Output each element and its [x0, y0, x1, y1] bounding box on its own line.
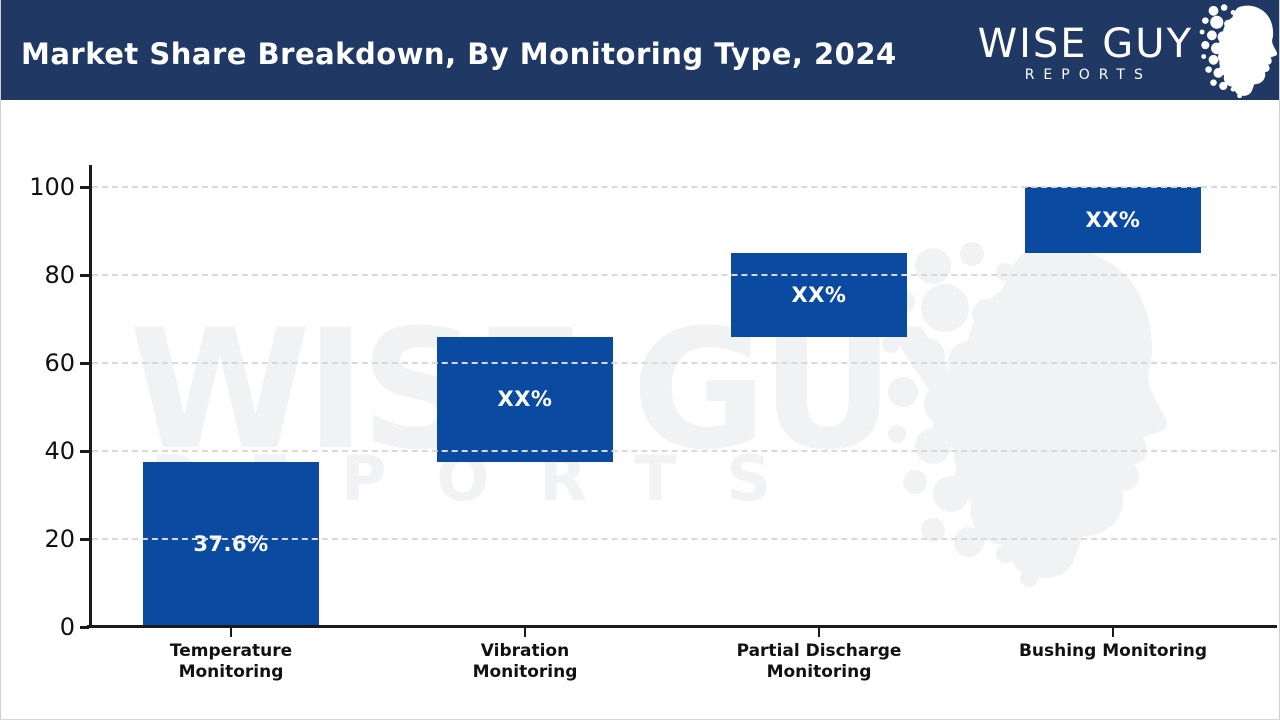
bar-value-label: XX% [497, 387, 553, 412]
bar-segment: XX% [1025, 187, 1201, 253]
y-tick-mark [80, 361, 89, 365]
category-label-line: Monitoring [766, 662, 872, 682]
y-tick-mark [80, 625, 89, 629]
dot-face-logo-icon [1197, 1, 1279, 99]
bar-segment: XX% [437, 336, 613, 462]
bar-value-label: XX% [791, 282, 847, 307]
category-label: Partial Discharge Monitoring [679, 641, 959, 683]
bar-value-label: 37.6% [193, 532, 269, 557]
bar-segment: 37.6% [143, 461, 319, 627]
y-tick-label: 40 [44, 437, 75, 465]
y-tick-label: 100 [29, 173, 75, 201]
category-label: Temperature Monitoring [91, 641, 371, 683]
y-axis-line [89, 165, 92, 628]
gridline [92, 450, 1277, 452]
y-tick-mark [80, 449, 89, 453]
x-tick-mark [817, 628, 821, 637]
category-label-line: Temperature [169, 641, 293, 661]
category-label-line: Vibration [480, 641, 570, 661]
category-label-line: Monitoring [178, 662, 284, 682]
category-label: Bushing Monitoring [973, 641, 1253, 662]
category-label-line: Bushing Monitoring [1018, 641, 1208, 661]
bar-segment: XX% [731, 253, 907, 337]
y-tick-label: 20 [44, 525, 75, 553]
category-label: Vibration Monitoring [385, 641, 665, 683]
logo-line2: REPORTS [1024, 66, 1152, 83]
y-tick-mark [80, 273, 89, 277]
y-tick-mark [80, 537, 89, 541]
category-label-line: Partial Discharge [736, 641, 902, 661]
gridline [92, 186, 1277, 188]
watermark-dot-face-icon [873, 230, 1173, 590]
category-label-line: Monitoring [472, 662, 578, 682]
y-tick-mark [80, 185, 89, 189]
bar-value-label: XX% [1085, 208, 1141, 232]
chart-canvas: WISE GUY REPORTS 0 20 40 60 80 100 37.6% XX% XX%… [1, 100, 1279, 719]
header-banner: Market Share Breakdown, By Monitoring Ty… [1, 0, 1280, 100]
x-tick-mark [1111, 628, 1115, 637]
x-tick-mark [229, 628, 233, 637]
logo-line1: WISE GUY [977, 20, 1193, 67]
x-axis-line [87, 625, 1277, 628]
y-tick-label: 80 [44, 261, 75, 289]
x-tick-mark [523, 628, 527, 637]
gridline [92, 538, 1277, 540]
gridline [92, 362, 1277, 364]
logo-wordmark: WISE GUY REPORTS [978, 18, 1193, 83]
y-tick-label: 60 [44, 349, 75, 377]
chart-title: Market Share Breakdown, By Monitoring Ty… [21, 37, 897, 71]
y-tick-label: 0 [59, 613, 75, 641]
gridline [92, 274, 1277, 276]
wise-guy-logo: WISE GUY REPORTS [978, 0, 1280, 100]
